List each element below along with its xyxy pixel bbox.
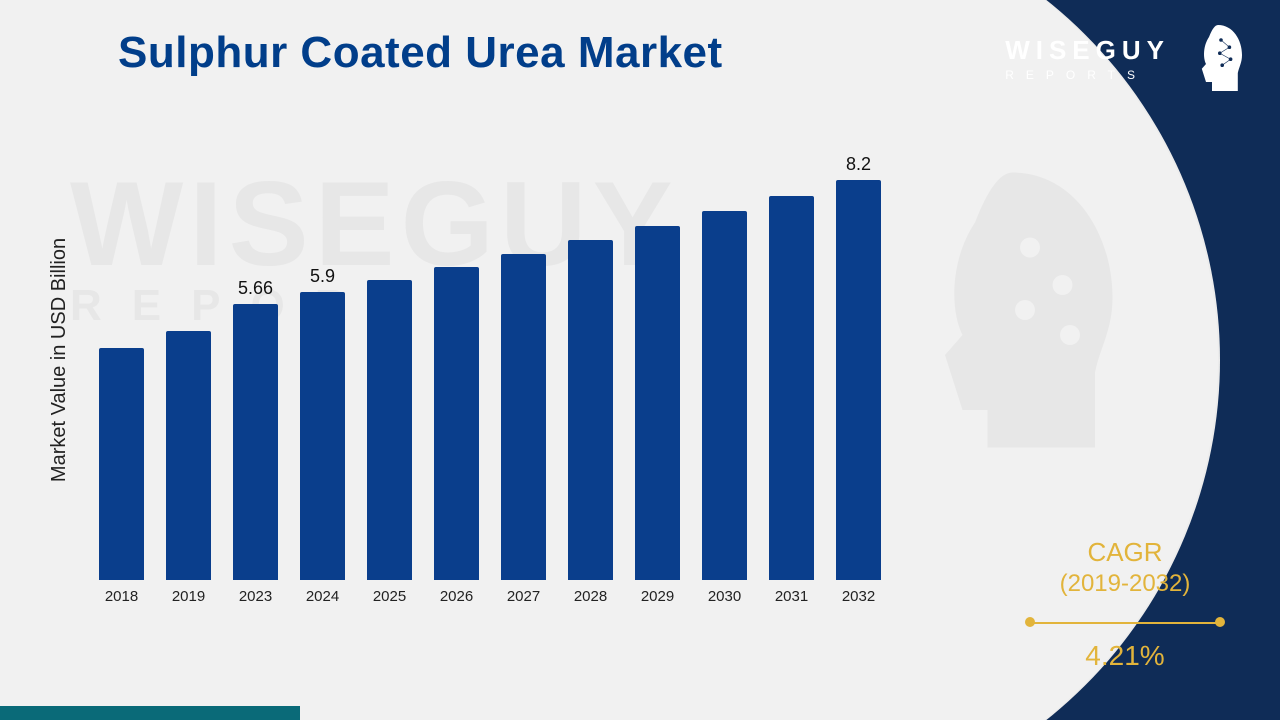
cagr-divider (1030, 612, 1220, 632)
x-tick-label: 2024 (306, 588, 339, 605)
bars-container: 5.665.98.2 (88, 180, 892, 580)
chart-title: Sulphur Coated Urea Market (118, 28, 723, 78)
bar-column (356, 254, 423, 580)
y-axis-label: Market Value in USD Billion (48, 180, 71, 540)
bar-rect (233, 304, 278, 580)
x-tick-label: 2023 (239, 588, 272, 605)
bar-column (423, 241, 490, 580)
x-tick-label: 2032 (842, 588, 875, 605)
bar-column (758, 170, 825, 580)
bar-rect (568, 240, 613, 580)
bar-rect (702, 211, 747, 580)
x-tick-label: 2030 (708, 588, 741, 605)
bar-rect (166, 331, 211, 580)
bar-rect (501, 254, 546, 580)
bar-column (88, 322, 155, 580)
x-tick-label: 2028 (574, 588, 607, 605)
bar-column (624, 200, 691, 580)
bar-rect (769, 196, 814, 580)
x-tick-label: 2027 (507, 588, 540, 605)
cagr-block: CAGR (2019-2032) 4.21% (1010, 537, 1240, 672)
infographic-canvas: WISEGUY REPORTS Sulphur Coated Urea Mark… (0, 0, 1280, 720)
bar-value-label: 8.2 (846, 154, 871, 176)
bar-value-label: 5.66 (238, 278, 273, 300)
bar-column (490, 228, 557, 580)
x-tick-label: 2018 (105, 588, 138, 605)
x-tick-label: 2031 (775, 588, 808, 605)
bar-column: 8.2 (825, 154, 892, 580)
brand-name: WISEGUY (1005, 35, 1170, 66)
bar-rect (836, 180, 881, 580)
bar-value-label: 5.9 (310, 266, 335, 288)
brand-subname: REPORTS (1005, 68, 1170, 82)
bar-column: 5.9 (289, 266, 356, 580)
brand-head-icon (1184, 22, 1246, 94)
brand-logo: WISEGUY REPORTS (1005, 22, 1246, 94)
x-tick-label: 2019 (172, 588, 205, 605)
brand-logo-text: WISEGUY REPORTS (1005, 35, 1170, 82)
bar-rect (434, 267, 479, 580)
x-tick-label: 2029 (641, 588, 674, 605)
bar-column: 5.66 (222, 278, 289, 580)
bar-column (557, 214, 624, 580)
bar-column (155, 305, 222, 580)
bar-rect (300, 292, 345, 580)
bar-rect (635, 226, 680, 580)
bar-rect (367, 280, 412, 580)
bottom-teal-strip (0, 706, 300, 720)
x-tick-label: 2026 (440, 588, 473, 605)
bar-column (691, 185, 758, 580)
cagr-label: CAGR (1010, 537, 1240, 568)
cagr-range: (2019-2032) (1010, 570, 1240, 598)
cagr-value: 4.21% (1010, 640, 1240, 672)
bar-chart-plot: 5.665.98.2 20182019202320242025202620272… (88, 180, 892, 580)
x-tick-label: 2025 (373, 588, 406, 605)
bar-rect (99, 348, 144, 580)
